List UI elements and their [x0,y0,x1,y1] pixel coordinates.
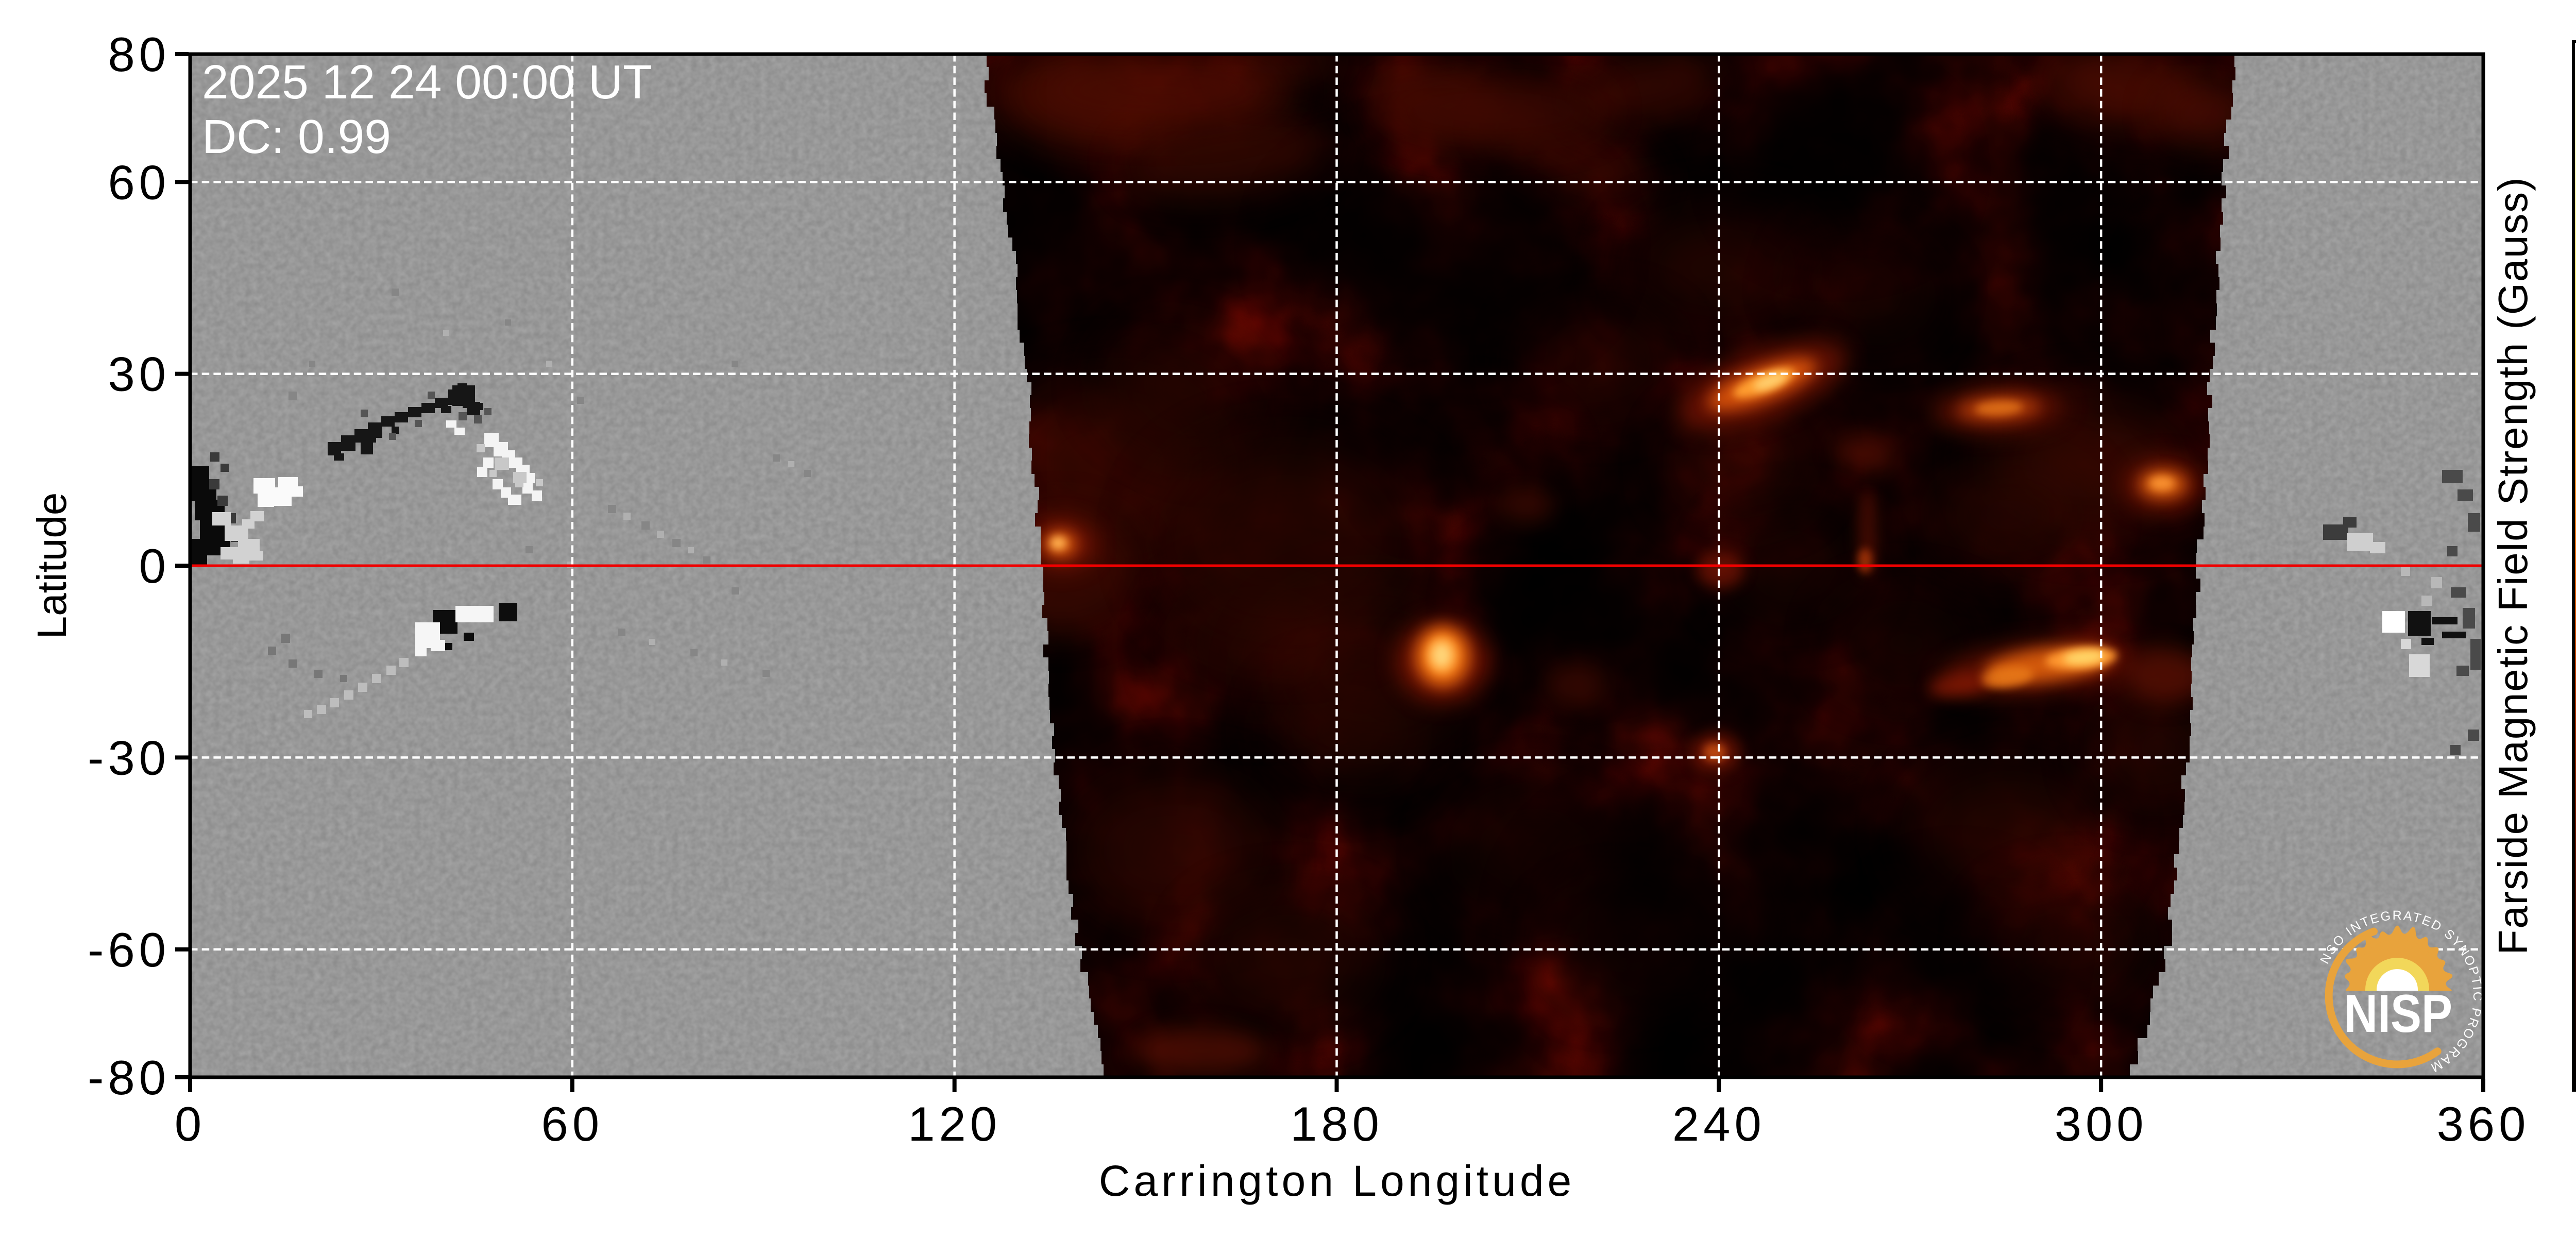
svg-text:360: 360 [2437,1097,2530,1151]
svg-text:240: 240 [1672,1097,1766,1151]
svg-text:Carrington Longitude: Carrington Longitude [1099,1157,1575,1205]
svg-text:-60: -60 [88,923,170,977]
svg-text:2025 12 24 00:00 UT: 2025 12 24 00:00 UT [202,55,652,109]
svg-text:60: 60 [541,1097,604,1151]
svg-text:80: 80 [108,27,170,81]
svg-text:300: 300 [2055,1097,2148,1151]
svg-text:60: 60 [108,155,170,209]
svg-text:Latitude: Latitude [29,493,75,639]
svg-text:0: 0 [175,1097,206,1151]
svg-text:Farside Magnetic Field Strengt: Farside Magnetic Field Strength (Gauss) [2490,177,2536,955]
svg-text:0: 0 [139,539,170,593]
svg-text:-80: -80 [88,1050,170,1105]
svg-text:180: 180 [1290,1097,1383,1151]
svg-text:DC: 0.99: DC: 0.99 [202,110,391,163]
svg-text:-30: -30 [88,731,170,785]
svg-text:30: 30 [108,347,170,401]
svg-text:NISP: NISP [2344,984,2452,1044]
svg-text:120: 120 [908,1097,1001,1151]
